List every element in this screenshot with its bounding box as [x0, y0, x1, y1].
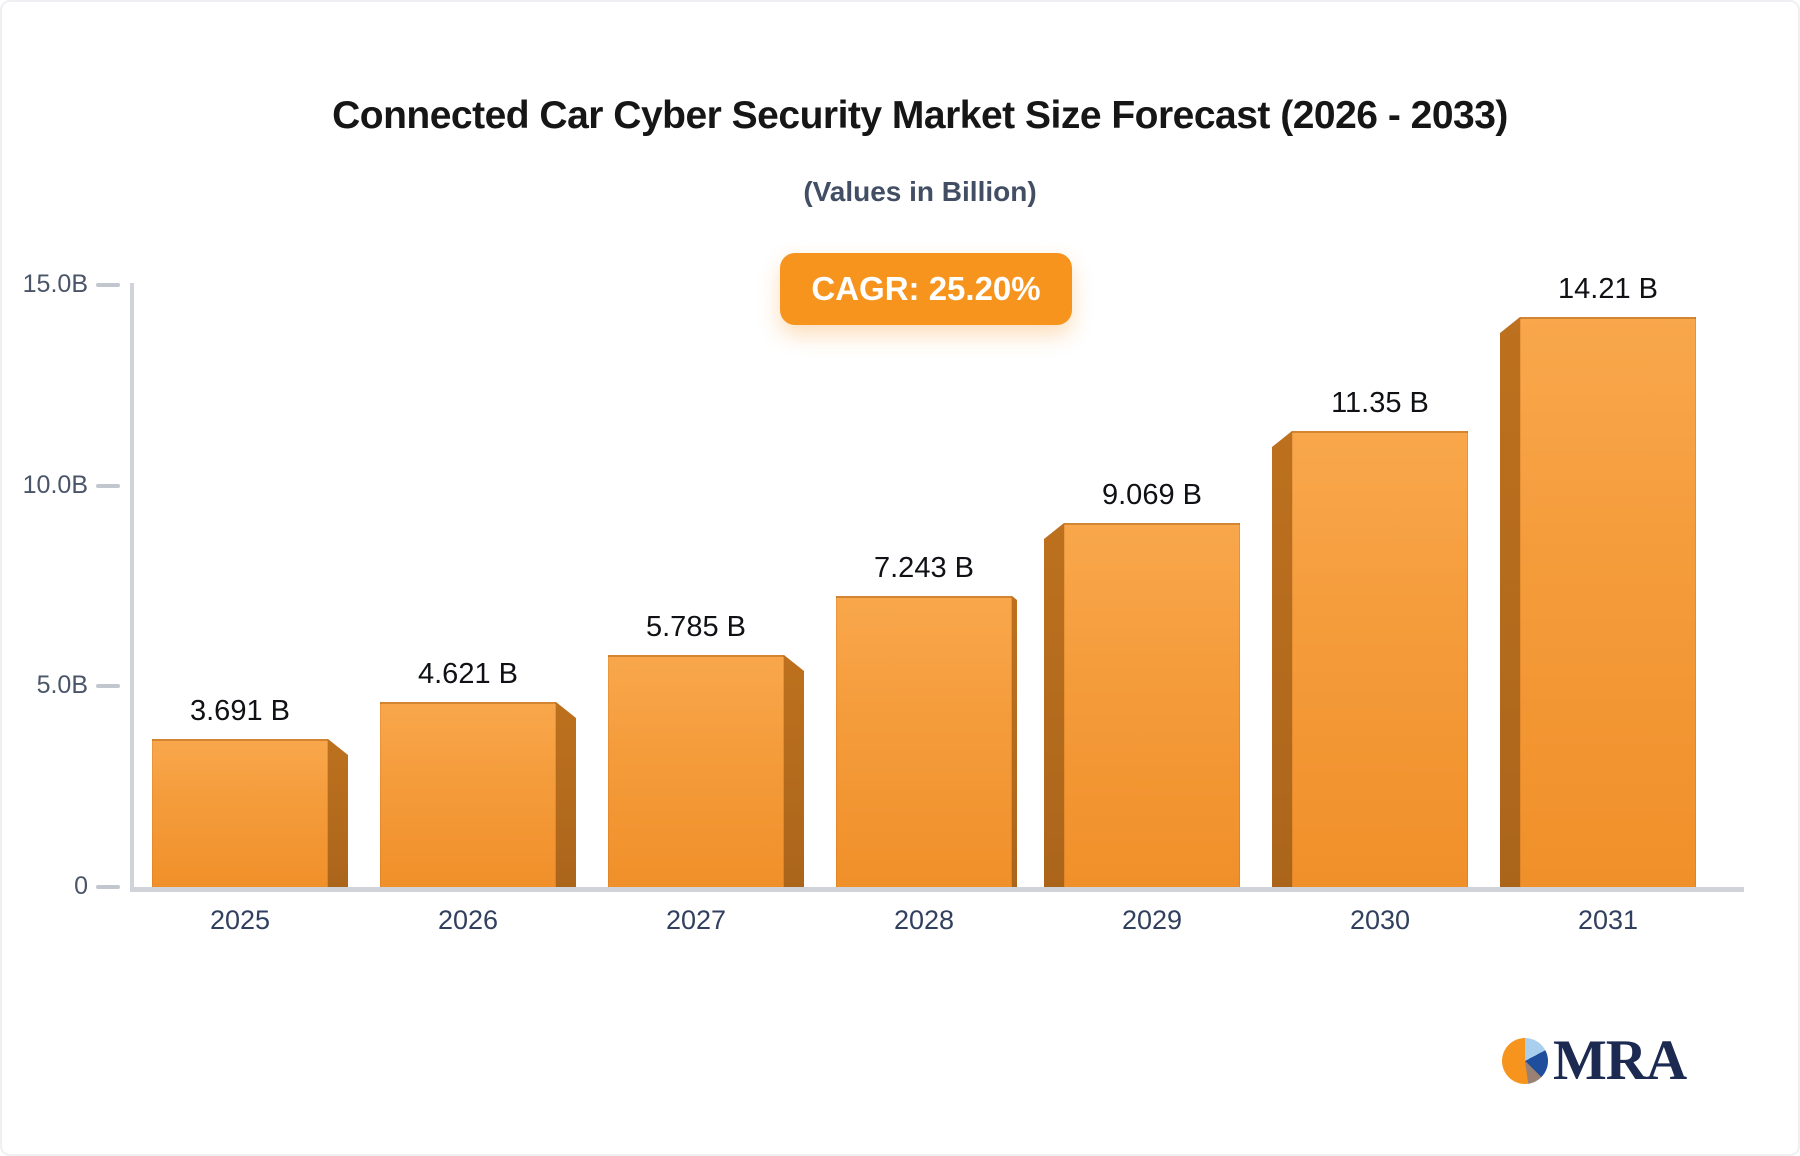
- bar-2029[interactable]: [1064, 523, 1240, 887]
- y-tick-label: 10.0B: [22, 470, 88, 499]
- bar-side-2026: [556, 702, 576, 887]
- bar-2027[interactable]: [608, 655, 784, 887]
- chart-subtitle: (Values in Billion): [803, 176, 1037, 207]
- y-tick-mark: [96, 483, 120, 488]
- bar-2026[interactable]: [380, 702, 556, 887]
- brand-logo-text: MRA: [1553, 1029, 1687, 1092]
- pie-chart-logo-icon: [1502, 1038, 1548, 1084]
- bar-value-label: 7.243 B: [874, 552, 974, 584]
- bar-side-2028: [1012, 596, 1017, 887]
- x-axis-label-2030: 2030: [1349, 905, 1411, 935]
- y-tick-mark: [96, 885, 120, 889]
- y-axis-line: [130, 283, 134, 892]
- y-tick-label: 15.0B: [22, 270, 88, 298]
- bar-2031[interactable]: [1520, 317, 1696, 887]
- bar-value-label: 5.785 B: [646, 611, 746, 643]
- x-axis-line: [130, 887, 1744, 892]
- y-tick-mark: [96, 684, 120, 689]
- bar-side-2029: [1044, 523, 1064, 887]
- x-axis-label-2026: 2026: [437, 905, 499, 935]
- x-axis-label-2029: 2029: [1121, 905, 1183, 935]
- brand-logo: MRA: [1502, 1029, 1687, 1092]
- x-axis-label-2027: 2027: [665, 905, 727, 935]
- bar-2025[interactable]: [152, 739, 328, 887]
- bar-value-label: 11.35 B: [1331, 387, 1429, 419]
- bar-2030[interactable]: [1292, 431, 1468, 887]
- bar-value-label: 4.621 B: [418, 658, 518, 690]
- x-axis-label-2025: 2025: [209, 905, 271, 935]
- bar-side-2030: [1272, 431, 1292, 887]
- bar-2028[interactable]: [836, 596, 1012, 887]
- x-axis-label-2031: 2031: [1577, 905, 1639, 935]
- cagr-badge-label: CAGR: 25.20%: [811, 270, 1041, 307]
- y-tick-mark: [96, 283, 120, 287]
- bar-side-2025: [328, 739, 348, 887]
- y-tick-label: 0: [74, 872, 88, 900]
- bar-value-label: 3.691 B: [190, 695, 290, 727]
- bar-value-label: 9.069 B: [1102, 479, 1202, 511]
- bar-value-label: 14.21 B: [1558, 273, 1658, 305]
- bar-side-2031: [1500, 317, 1520, 887]
- bar-side-2027: [784, 655, 804, 887]
- cagr-badge: CAGR: 25.20%: [780, 253, 1072, 325]
- x-axis-label-2028: 2028: [893, 905, 955, 935]
- y-tick-label: 5.0B: [36, 671, 88, 700]
- chart-title: Connected Car Cyber Security Market Size…: [332, 94, 1508, 137]
